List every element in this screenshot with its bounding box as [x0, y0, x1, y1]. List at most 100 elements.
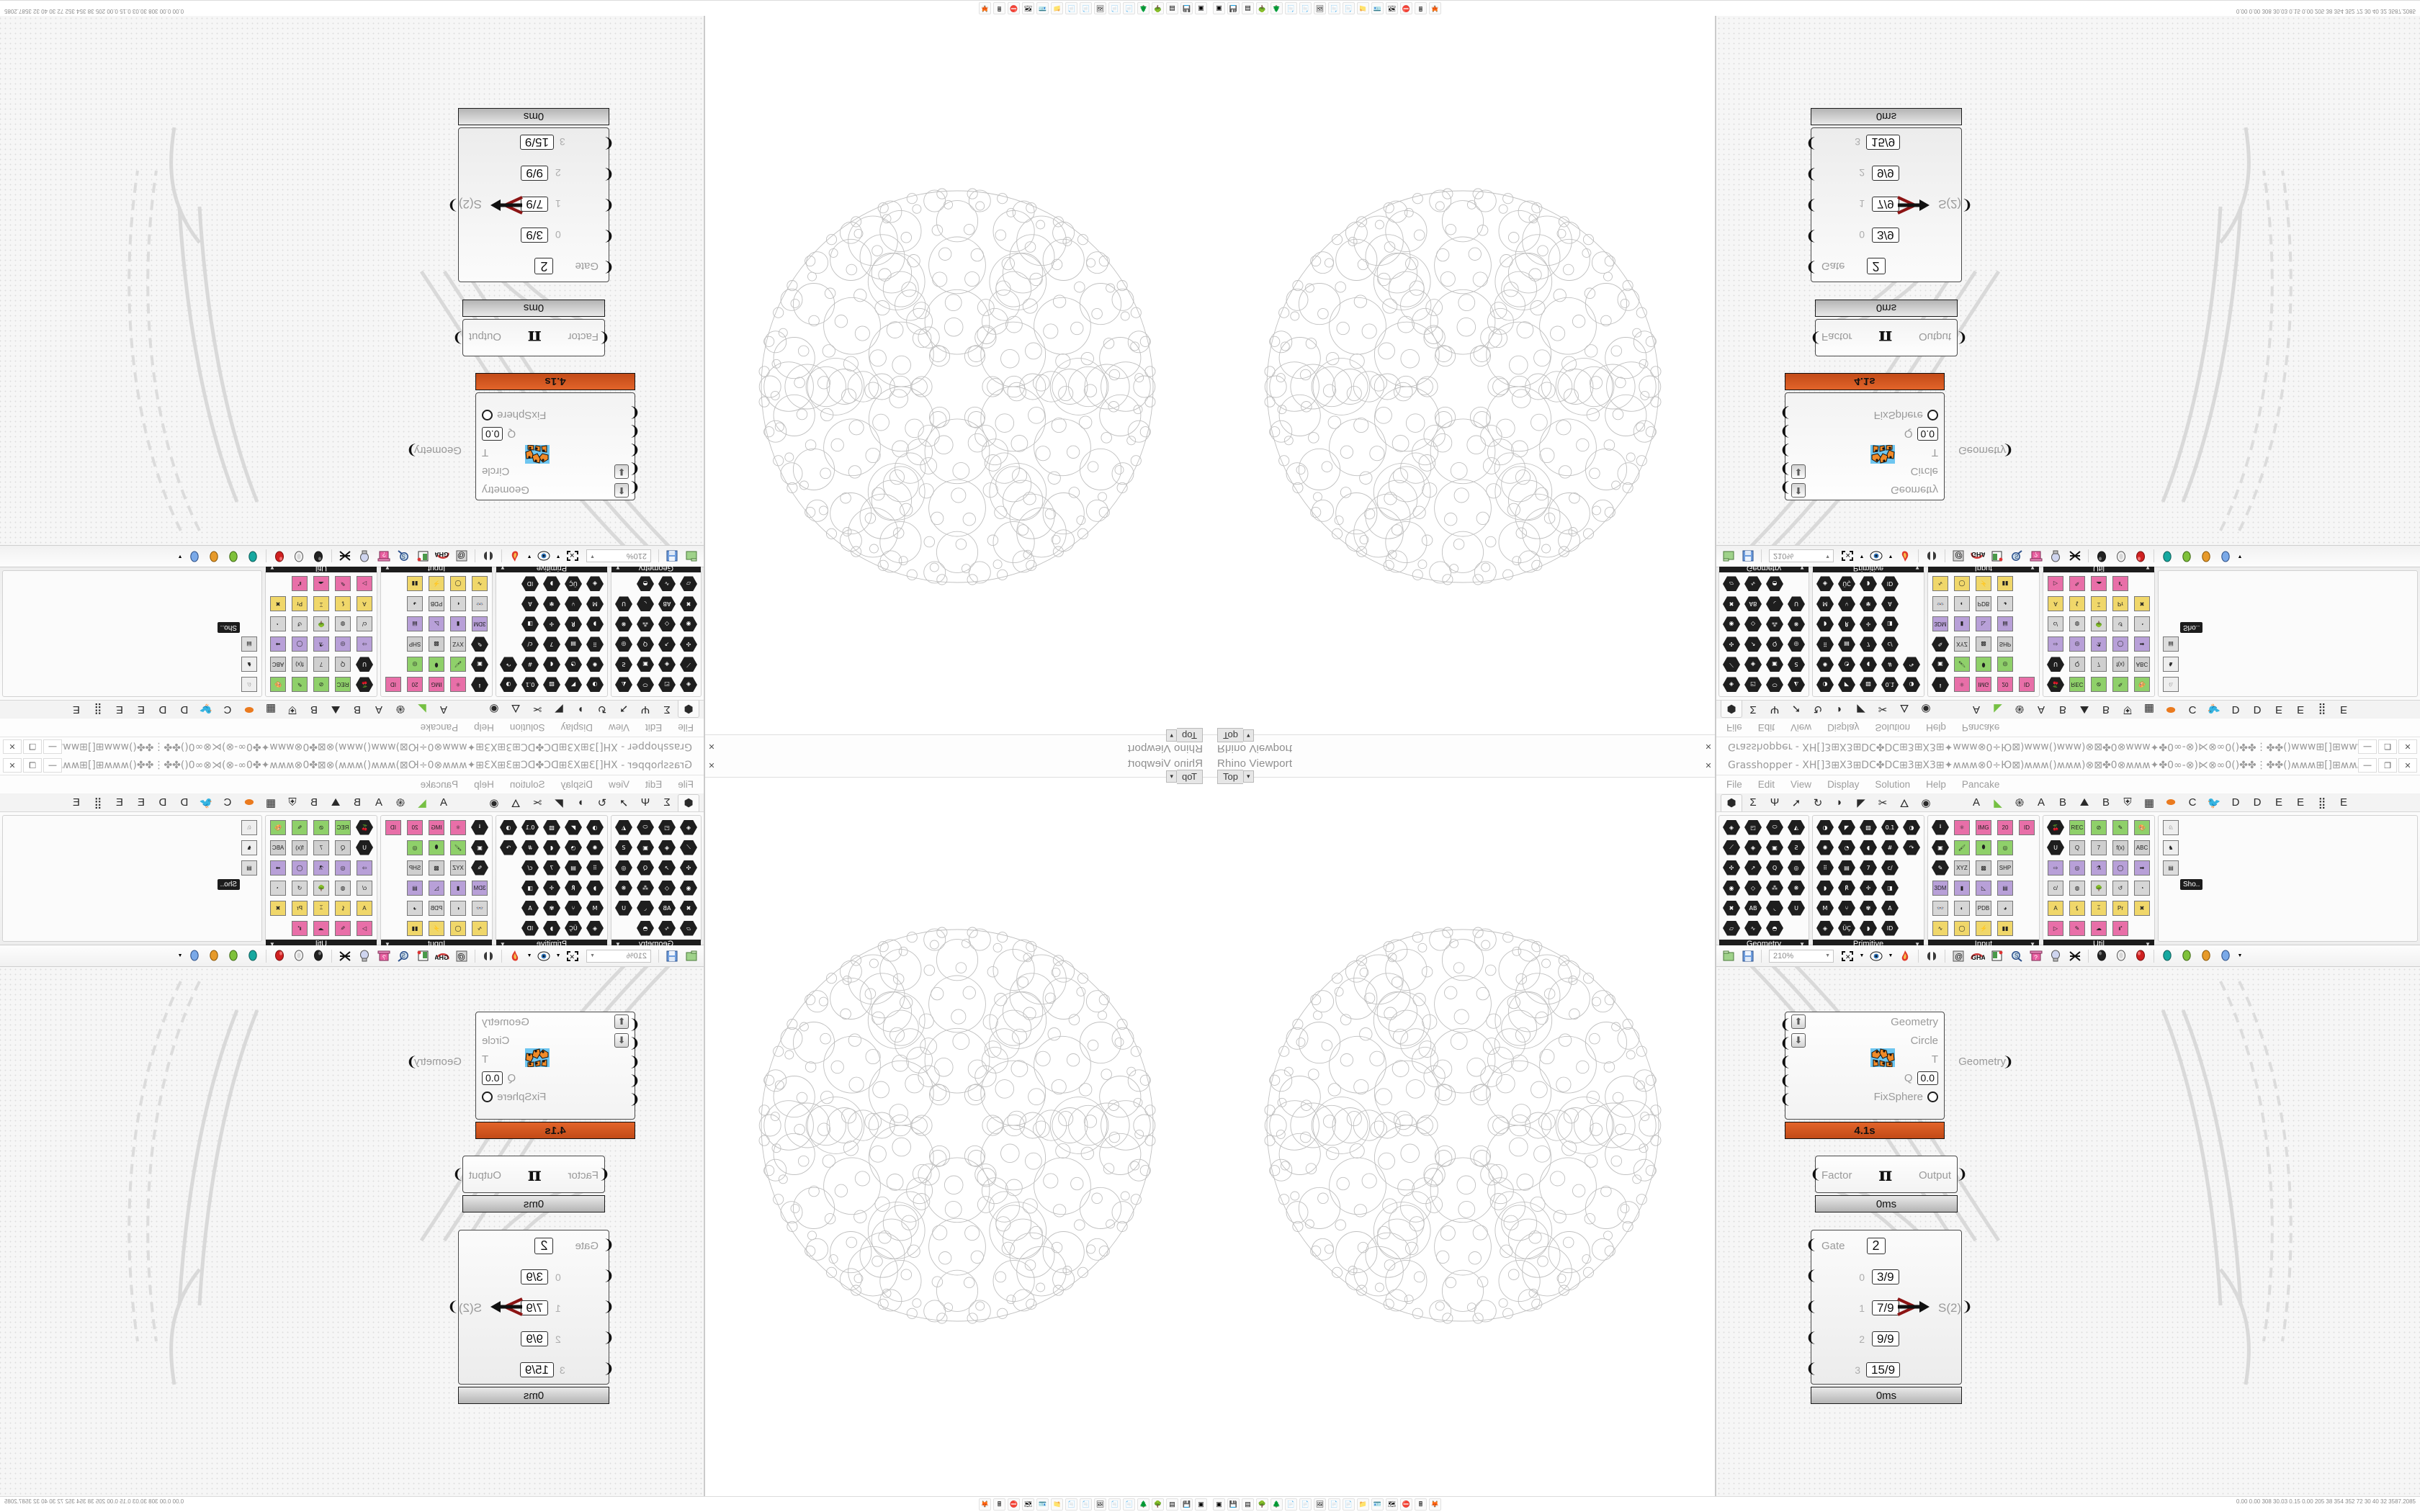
component-icon[interactable]: Q: [2067, 838, 2087, 857]
component-icon[interactable]: ✾: [1858, 899, 1878, 917]
page-icon[interactable]: 📄: [1123, 1498, 1135, 1511]
component-icon[interactable]: ♘: [2161, 675, 2181, 694]
tree2-icon[interactable]: 🌲: [1137, 2, 1150, 14]
component-icon[interactable]: ▤: [563, 635, 583, 654]
menu-edit[interactable]: Edit: [645, 722, 663, 733]
component-icon[interactable]: ◈: [1721, 675, 1742, 694]
calc-icon[interactable]: 🖩: [1415, 1498, 1427, 1511]
component-icon[interactable]: ⟋: [1721, 838, 1742, 857]
plugin-dots-tab[interactable]: ⣿: [2318, 796, 2326, 809]
component-icon[interactable]: ➡: [2132, 635, 2152, 654]
component-icon[interactable]: ⊘: [311, 675, 331, 694]
help-icon[interactable]: ?: [2028, 549, 2044, 564]
component-icon[interactable]: ⚗: [311, 635, 331, 654]
component-icon[interactable]: ABC: [268, 838, 288, 857]
output-port[interactable]: ❩: [2002, 442, 2014, 458]
input-port[interactable]: ❨: [1780, 1092, 1791, 1107]
component-icon[interactable]: ✛: [542, 878, 562, 897]
component-icon[interactable]: ID: [2017, 818, 2037, 837]
component-icon[interactable]: 7: [2089, 838, 2109, 857]
component-icon[interactable]: M: [1815, 595, 1835, 613]
component-icon[interactable]: ⇨: [354, 635, 375, 654]
gate-component[interactable]: Gate 2 0 3/9 1 7/9: [447, 1230, 614, 1385]
component-icon[interactable]: ◐: [448, 899, 468, 917]
page3-icon[interactable]: 📄: [1080, 2, 1092, 14]
component-icon[interactable]: IMG: [426, 818, 447, 837]
vector-tab[interactable]: ➚: [1791, 703, 1801, 716]
geometry-component[interactable]: ⬆ Geometry ⬇ Circle T: [406, 392, 640, 500]
help-icon[interactable]: ?: [376, 948, 392, 964]
output-port[interactable]: ❩: [406, 442, 418, 458]
component-icon[interactable]: ▤: [2161, 634, 2181, 653]
plugin-c-tab[interactable]: C: [2188, 703, 2197, 716]
component-icon[interactable]: ⠿: [1815, 858, 1835, 877]
gate-component[interactable]: Gate 2 0 3/9 1 7/9: [447, 127, 614, 282]
folder-icon[interactable]: 📁: [1357, 2, 1369, 14]
component-icon[interactable]: ▣: [1765, 655, 1785, 674]
component-icon[interactable]: ⌶: [2089, 595, 2109, 613]
tab-close-icon[interactable]: ✕: [708, 742, 715, 751]
rhino-view-dropdown[interactable]: Top ▾: [1166, 728, 1203, 743]
plugin-bird-tab[interactable]: 🐦: [199, 796, 213, 809]
menu-edit[interactable]: Edit: [1757, 779, 1775, 790]
gha-icon[interactable]: GHA: [434, 948, 450, 964]
params-tab[interactable]: ⬢: [1721, 793, 1742, 811]
component-icon[interactable]: ↷: [498, 655, 519, 674]
plugin-d-tab[interactable]: D: [180, 703, 189, 716]
mesh-tab[interactable]: ◤: [1857, 703, 1865, 716]
preview-icon[interactable]: [1868, 549, 1884, 564]
preview-orange-icon[interactable]: [2198, 549, 2214, 564]
tab-close-icon[interactable]: ✕: [708, 761, 715, 770]
component-icon[interactable]: ✖: [678, 899, 699, 917]
intersect-tab[interactable]: ✂: [1878, 796, 1888, 809]
up-arrow-icon[interactable]: ⬆: [614, 483, 629, 498]
search-icon[interactable]: S: [395, 549, 411, 564]
chevron-down-icon[interactable]: ▼: [1859, 953, 1865, 958]
input-port[interactable]: ❨: [603, 1299, 614, 1315]
component-icon[interactable]: ▩: [426, 858, 447, 877]
component-icon[interactable]: 7: [542, 635, 562, 654]
rhino-view-dropdown[interactable]: Top ▾: [1217, 728, 1254, 743]
component-icon[interactable]: 0.1: [520, 675, 540, 694]
tab-close-icon[interactable]: ✕: [1705, 742, 1712, 751]
component-icon[interactable]: ◐: [448, 595, 468, 613]
input-port[interactable]: ❨: [1806, 1237, 1817, 1253]
component-icon[interactable]: ◈: [1743, 838, 1763, 857]
input-port[interactable]: ❨: [629, 1054, 640, 1070]
calc-icon[interactable]: 🖩: [1415, 2, 1427, 14]
input-port[interactable]: ❨: [1806, 197, 1817, 213]
grasshopper-canvas[interactable]: ⬆ Geometry ⬇ Circle T: [1716, 16, 2420, 545]
component-icon[interactable]: ⚸: [2067, 899, 2087, 917]
gate-component[interactable]: Gate 2 0 3/9 1 7/9: [1806, 127, 1973, 282]
component-icon[interactable]: ÜÇ: [1837, 575, 1857, 593]
output-port[interactable]: ❩: [452, 1166, 464, 1182]
curve-tab[interactable]: ↻: [597, 703, 607, 716]
component-icon[interactable]: ⑂: [1837, 899, 1857, 917]
component-icon[interactable]: f(x): [2110, 655, 2130, 674]
plugin-b-tab[interactable]: B: [354, 703, 362, 716]
pi-component[interactable]: Factor π Output ❨ ❩: [452, 1156, 610, 1193]
bulb-icon[interactable]: [2048, 549, 2063, 564]
image-icon[interactable]: 🖼: [1314, 1498, 1326, 1511]
component-icon[interactable]: ♘: [239, 818, 259, 837]
component-icon[interactable]: ◓: [635, 919, 655, 937]
component-icon[interactable]: ✎: [1930, 858, 1950, 877]
display-tab[interactable]: ◉: [1921, 796, 1931, 809]
component-icon[interactable]: 20: [405, 818, 425, 837]
rhino-canvas[interactable]: [705, 0, 1210, 716]
bulb-icon[interactable]: [357, 948, 372, 964]
component-icon[interactable]: ◯: [448, 919, 468, 937]
component-icon[interactable]: ✛: [542, 615, 562, 634]
component-icon[interactable]: 7: [311, 655, 331, 674]
component-icon[interactable]: ∿: [1743, 575, 1763, 593]
menu-pancake[interactable]: Pancake: [420, 722, 459, 733]
input-port[interactable]: ❨: [1806, 166, 1817, 182]
chevron-down-icon[interactable]: ▼: [555, 953, 561, 958]
component-icon[interactable]: ⠿: [1815, 635, 1835, 654]
component-icon[interactable]: c/: [1880, 635, 1900, 654]
component-icon[interactable]: c/: [520, 635, 540, 654]
component-icon[interactable]: XYZ: [448, 635, 468, 654]
component-icon[interactable]: #: [1880, 655, 1900, 674]
preview-icon[interactable]: [536, 549, 552, 564]
component-icon[interactable]: 🎨: [2132, 675, 2152, 694]
